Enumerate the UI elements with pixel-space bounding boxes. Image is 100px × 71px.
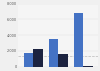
Bar bbox=[33, 49, 42, 67]
Bar bbox=[48, 39, 58, 67]
Bar bbox=[58, 54, 68, 67]
Bar bbox=[24, 53, 33, 67]
Bar bbox=[83, 66, 93, 67]
Bar bbox=[74, 13, 83, 67]
